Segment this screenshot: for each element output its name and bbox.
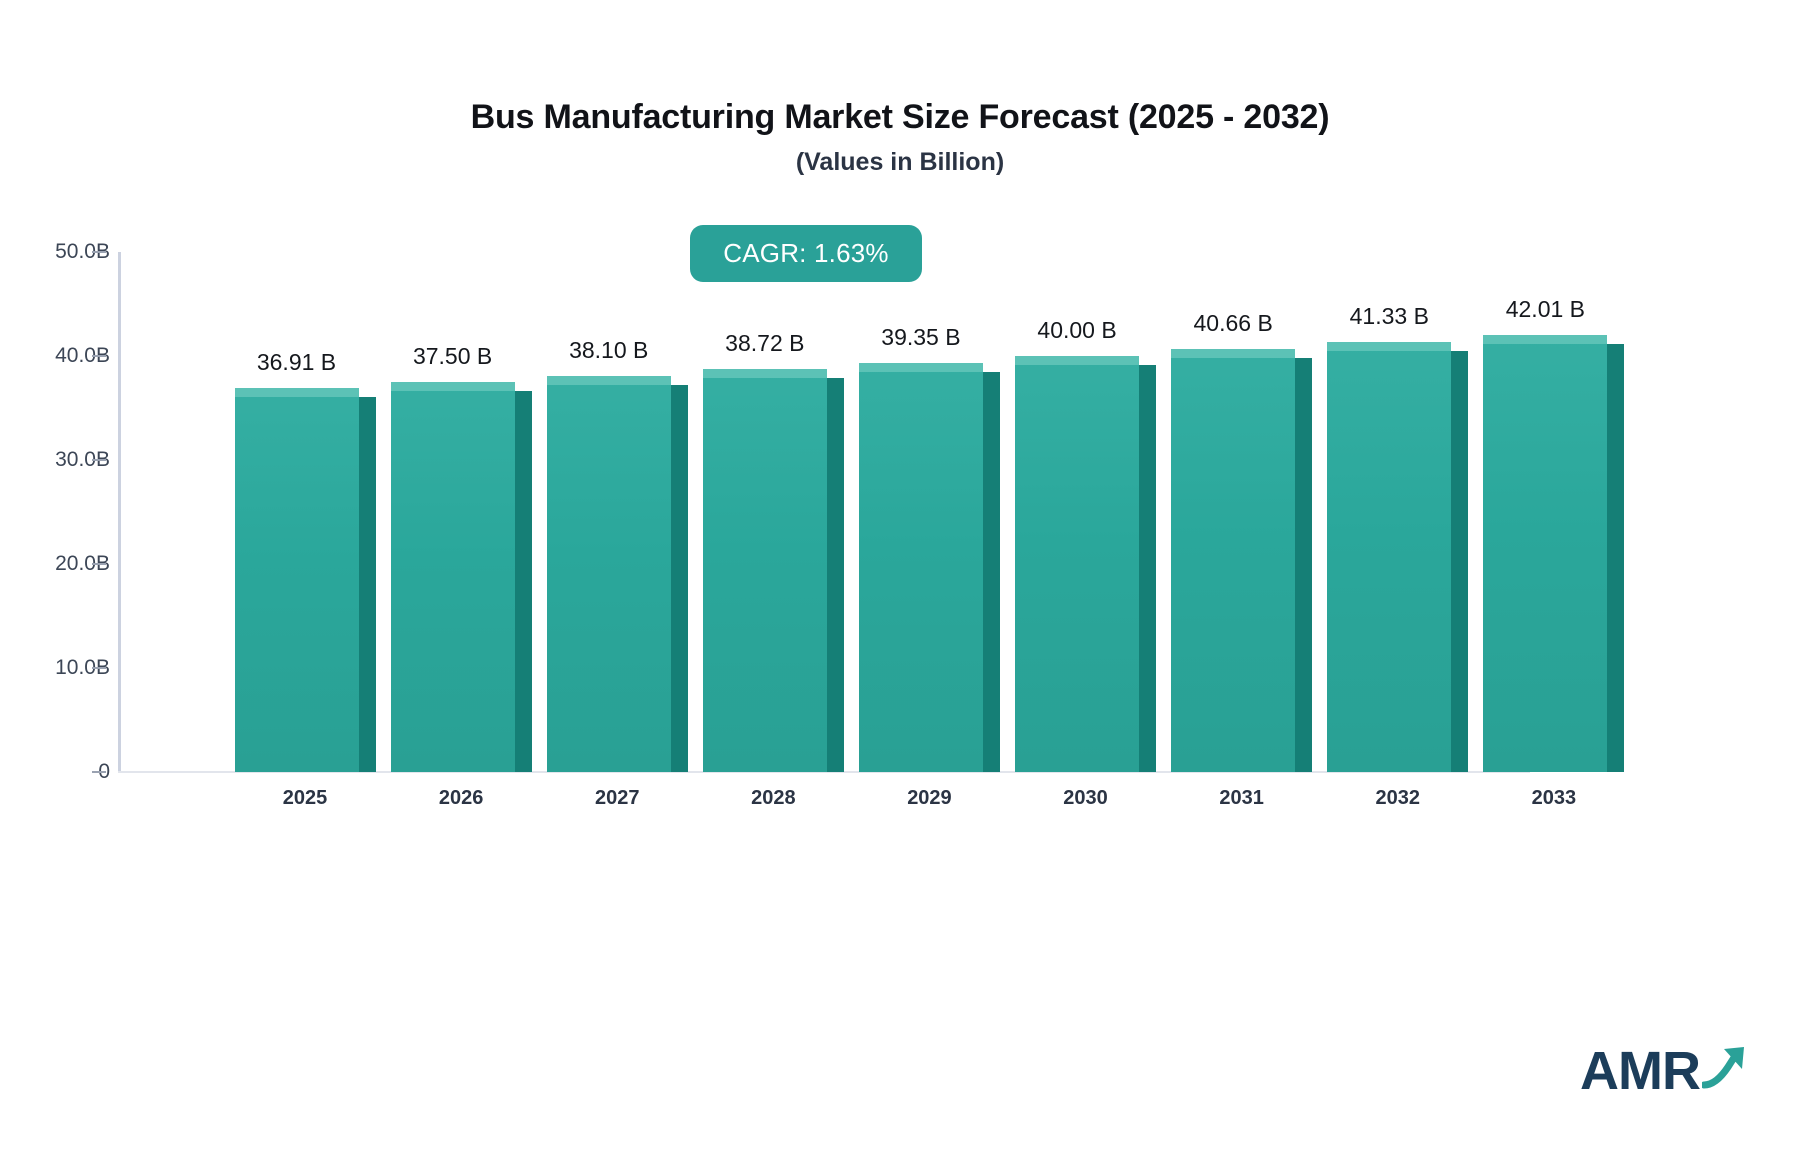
y-axis-line — [118, 252, 121, 772]
bar-top-face — [1171, 349, 1296, 359]
bar-side-face — [1295, 358, 1313, 772]
bar-side-face — [1607, 344, 1625, 772]
plot-area: 36.91 B 37.50 B 38.10 B 38.72 B 39.35 B 40.00… — [118, 252, 1625, 772]
bar-top-face — [234, 388, 359, 398]
cagr-badge-label: CAGR: 1.63% — [723, 238, 889, 268]
y-axis-tick-mark — [92, 251, 106, 253]
bar-front-face — [858, 362, 983, 772]
bar-top-face — [1015, 356, 1140, 365]
y-axis-tick-label: 20.0B — [55, 552, 110, 575]
x-axis-line — [118, 771, 1530, 773]
bar-value-label: 38.10 B — [569, 336, 649, 363]
y-axis-tick-mark — [92, 355, 106, 357]
bar-2026[interactable] — [390, 382, 532, 772]
bar-side-face — [670, 384, 688, 772]
bar-front-face — [1015, 356, 1140, 772]
bar-2025[interactable] — [234, 388, 376, 772]
bar-side-face — [1139, 365, 1157, 772]
x-axis-tick-label-2030: 2030 — [1063, 787, 1108, 809]
amr-logo: AMR — [1580, 1044, 1748, 1098]
bar-value-label: 40.00 B — [1037, 317, 1117, 343]
bar-value-label: 38.72 B — [725, 330, 805, 357]
bar-2032[interactable] — [1327, 342, 1469, 772]
x-axis-tick-label-2025: 2025 — [282, 787, 328, 809]
bar-front-face — [1483, 335, 1608, 772]
bar-side-face — [826, 378, 844, 772]
x-axis-tick-label-2026: 2026 — [438, 787, 484, 809]
chart-subtitle: (Values in Billion) — [795, 148, 1005, 176]
bar-front-face — [546, 375, 671, 772]
bar-top-face — [546, 375, 671, 385]
bar-top-face — [390, 382, 515, 391]
x-axis-tick-label-2033: 2033 — [1531, 787, 1577, 809]
bar-value-label: 41.33 B — [1349, 303, 1429, 330]
x-axis-tick-label-2028: 2028 — [751, 787, 796, 809]
bar-2027[interactable] — [546, 375, 688, 772]
bar-front-face — [390, 382, 515, 772]
y-axis-tick-mark — [92, 771, 106, 773]
bar-top-face — [858, 362, 983, 372]
y-axis-tick-label: 50.0B — [55, 240, 110, 263]
y-axis-tick-label: 10.0B — [55, 656, 110, 679]
bar-top-face — [1327, 342, 1452, 352]
bar-front-face — [1327, 342, 1452, 772]
y-axis-tick-label: 40.0B — [55, 344, 110, 367]
bar-value-label: 42.01 B — [1505, 296, 1586, 323]
bar-2033[interactable] — [1483, 335, 1625, 772]
bar-2031[interactable] — [1171, 349, 1313, 772]
bar-value-label: 36.91 B — [256, 349, 337, 376]
bar-top-face — [702, 369, 827, 379]
bar-side-face — [982, 371, 1000, 772]
bar-side-face — [514, 391, 532, 772]
growth-arrow-icon — [1700, 1045, 1748, 1094]
bar-side-face — [1451, 351, 1469, 772]
bar-front-face — [702, 369, 827, 772]
bar-value-label: 39.35 B — [881, 323, 961, 350]
bar-2030[interactable] — [1015, 356, 1157, 772]
x-axis-tick-label-2029: 2029 — [907, 787, 952, 809]
y-axis-tick-mark — [92, 667, 106, 669]
x-axis-tick-label-2031: 2031 — [1219, 787, 1264, 809]
bar-2028[interactable] — [702, 369, 844, 772]
bar-front-face — [234, 388, 359, 772]
bar-front-face — [1171, 349, 1296, 772]
amr-logo-text: AMR — [1580, 1041, 1701, 1101]
y-axis-tick-mark — [92, 563, 106, 565]
bar-2029[interactable] — [858, 362, 1000, 772]
page-title: Bus Manufacturing Market Size Forecast (… — [470, 98, 1330, 136]
x-axis-tick-label-2027: 2027 — [594, 787, 640, 809]
y-axis-tick-mark — [92, 459, 106, 461]
y-axis-tick-label: 30.0B — [55, 448, 110, 471]
x-axis-tick-label-2032: 2032 — [1375, 787, 1421, 809]
bar-value-label: 37.50 B — [412, 343, 493, 369]
bar-top-face — [1483, 335, 1608, 345]
bar-value-label: 40.66 B — [1193, 310, 1273, 337]
cagr-badge: CAGR: 1.63% — [690, 225, 922, 282]
bar-side-face — [358, 397, 376, 772]
